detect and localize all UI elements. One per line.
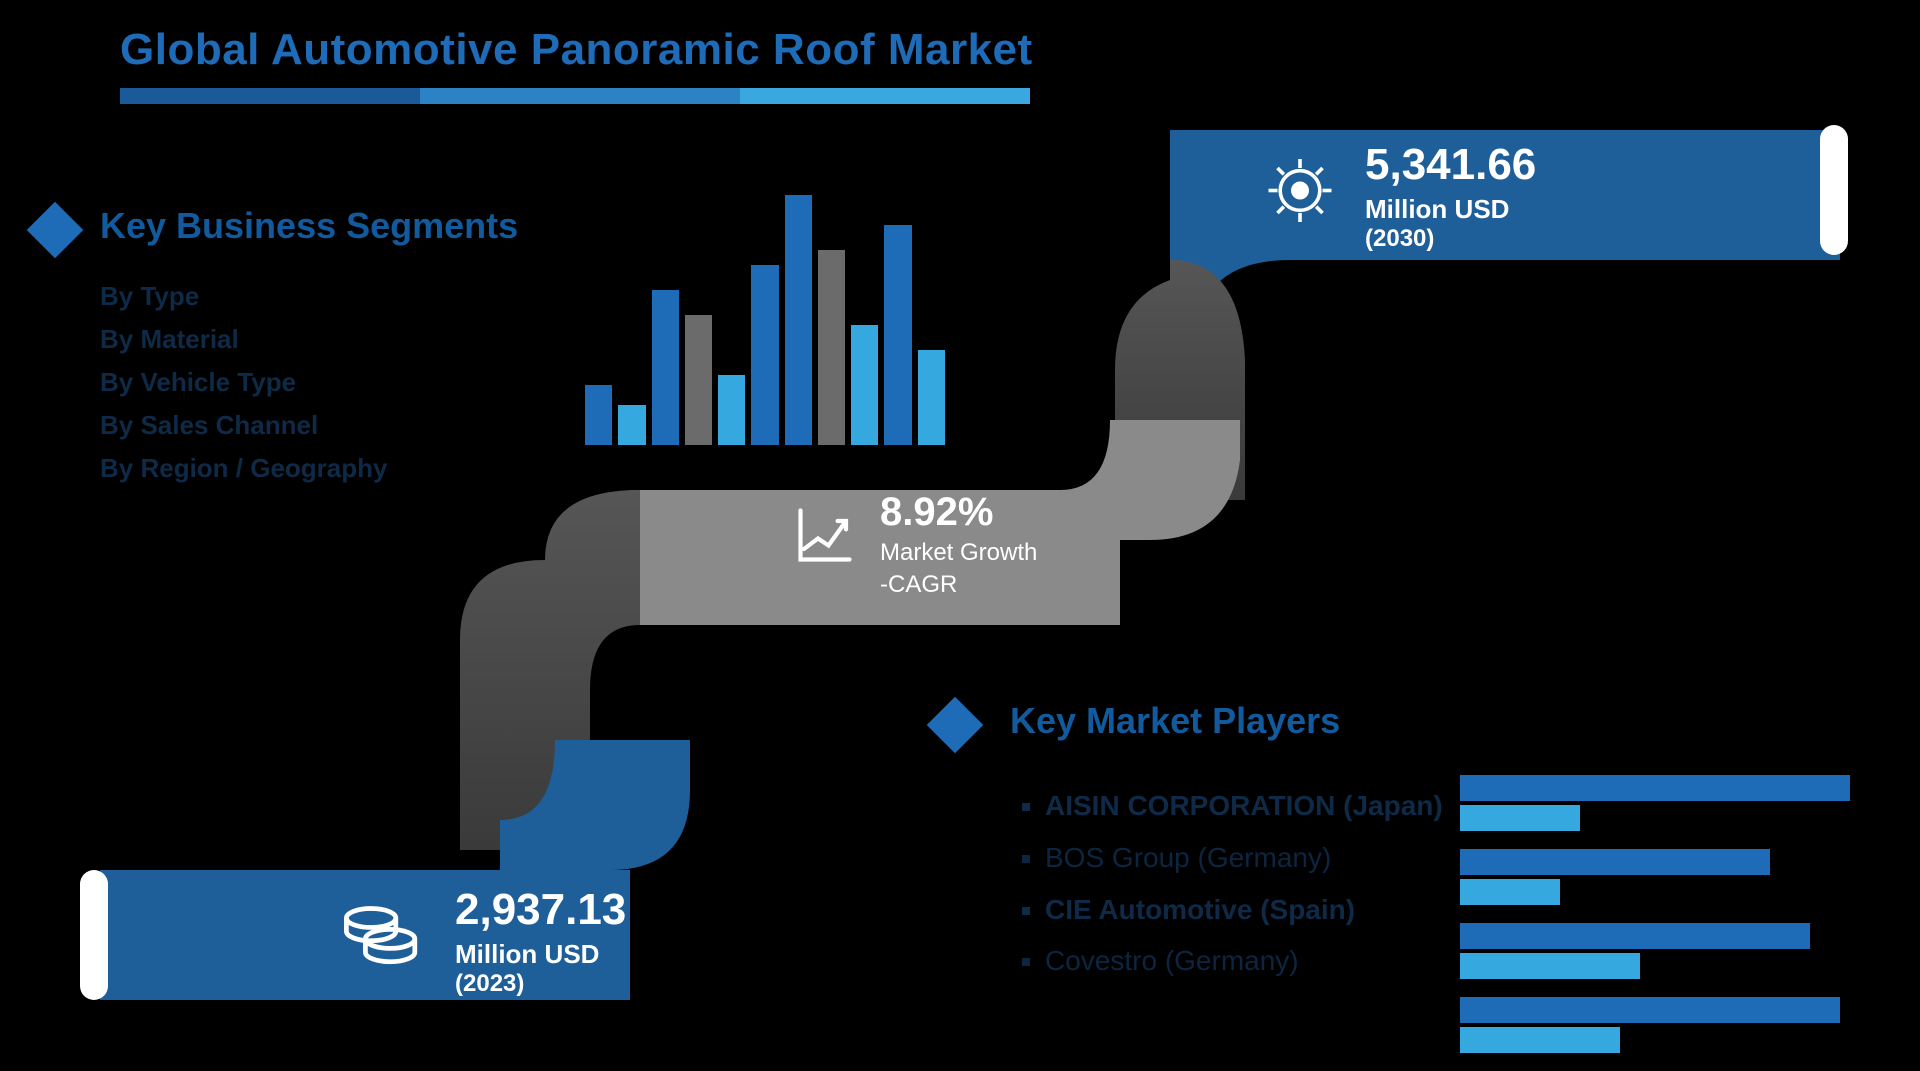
bar [718, 375, 745, 445]
bar [618, 405, 645, 445]
base-unit: Million USD [455, 939, 626, 970]
hbar-group [1460, 849, 1860, 905]
growth-label1: Market Growth [880, 539, 1037, 567]
forecast-value: 5,341.66 [1365, 140, 1536, 190]
players-heading: Key Market Players [1010, 700, 1340, 742]
base-stat: 2,937.13 Million USD (2023) [455, 885, 626, 998]
bar [652, 290, 679, 445]
bar [884, 225, 911, 445]
base-value: 2,937.13 [455, 885, 626, 935]
bar [751, 265, 778, 445]
growth-value: 8.92% [880, 490, 1037, 535]
hbar-group [1460, 775, 1860, 831]
road-endcap-left [80, 870, 108, 1000]
forecast-stat: 5,341.66 Million USD (2030) [1365, 140, 1536, 253]
forecast-year: (2030) [1365, 225, 1536, 253]
horizontal-bar-chart [1460, 775, 1860, 1071]
bar [918, 350, 945, 445]
bar [685, 315, 712, 445]
players-item: CIE Automotive (Spain) [1045, 884, 1443, 936]
hbar-group [1460, 923, 1860, 979]
hbar-group [1460, 997, 1860, 1053]
coins-icon [335, 880, 430, 975]
forecast-unit: Million USD [1365, 194, 1536, 225]
players-item: BOS Group (Germany) [1045, 832, 1443, 884]
lightbulb-gear-icon [1255, 150, 1345, 240]
growth-chart-icon [790, 500, 860, 570]
players-item: Covestro (Germany) [1045, 935, 1443, 987]
growth-stat: 8.92% Market Growth -CAGR [880, 490, 1037, 599]
base-year: (2023) [455, 970, 626, 998]
bar [585, 385, 612, 445]
bar [785, 195, 812, 445]
growth-label2: -CAGR [880, 571, 1037, 599]
vertical-bar-chart [585, 190, 945, 445]
bar [818, 250, 845, 445]
road-endcap-right [1820, 125, 1848, 255]
players-item: AISIN CORPORATION (Japan) [1045, 780, 1443, 832]
bar [851, 325, 878, 445]
players-list: AISIN CORPORATION (Japan)BOS Group (Germ… [1015, 780, 1443, 987]
